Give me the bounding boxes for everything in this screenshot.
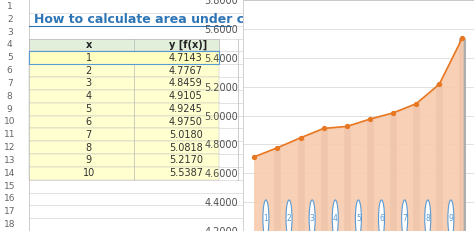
- Circle shape: [448, 200, 454, 231]
- Text: 7: 7: [7, 79, 13, 88]
- Text: 10: 10: [4, 117, 16, 126]
- Text: 8: 8: [425, 214, 430, 223]
- Text: 4.7143: 4.7143: [169, 53, 202, 63]
- Bar: [29, 154, 219, 167]
- Text: 2: 2: [7, 15, 12, 24]
- Text: 4: 4: [85, 91, 91, 101]
- Circle shape: [263, 200, 269, 231]
- Text: 6: 6: [85, 117, 91, 127]
- Text: 8: 8: [85, 143, 91, 153]
- Text: 4: 4: [333, 214, 337, 223]
- Circle shape: [425, 200, 431, 231]
- Bar: [29, 77, 219, 90]
- Text: 14: 14: [4, 169, 15, 178]
- Bar: [29, 116, 219, 128]
- Text: 4.8459: 4.8459: [169, 78, 202, 88]
- Text: 4.7767: 4.7767: [169, 66, 203, 76]
- Text: 3: 3: [85, 78, 91, 88]
- Text: 12: 12: [4, 143, 15, 152]
- Text: 4: 4: [7, 40, 12, 49]
- Bar: [29, 90, 219, 103]
- Text: 16: 16: [4, 195, 16, 204]
- Text: How to calculate area under curve in Excel: How to calculate area under curve in Exc…: [34, 13, 334, 26]
- Text: 5.0180: 5.0180: [169, 130, 202, 140]
- Bar: [29, 103, 219, 116]
- Bar: [29, 64, 219, 77]
- Text: 5: 5: [7, 53, 13, 62]
- Circle shape: [356, 200, 361, 231]
- Text: 6: 6: [7, 66, 13, 75]
- Bar: [29, 167, 219, 180]
- Text: 5.5387: 5.5387: [169, 168, 203, 178]
- Text: 13: 13: [4, 156, 16, 165]
- Text: 8: 8: [7, 92, 13, 101]
- Text: y [f(x)]: y [f(x)]: [169, 40, 207, 50]
- Text: 1: 1: [264, 214, 268, 223]
- Text: 18: 18: [4, 220, 16, 229]
- Text: 7: 7: [85, 130, 92, 140]
- Text: 4.9105: 4.9105: [169, 91, 202, 101]
- Text: 9: 9: [448, 214, 453, 223]
- Text: 1: 1: [7, 2, 13, 11]
- Text: 9: 9: [85, 155, 91, 165]
- Text: 5: 5: [85, 104, 92, 114]
- Text: 11: 11: [4, 130, 16, 139]
- Bar: [29, 51, 219, 64]
- Text: 4.9750: 4.9750: [169, 117, 203, 127]
- Text: 5: 5: [356, 214, 361, 223]
- Text: 6: 6: [379, 214, 384, 223]
- Text: 3: 3: [310, 214, 315, 223]
- Text: 2: 2: [287, 214, 292, 223]
- Text: 4.9245: 4.9245: [169, 104, 203, 114]
- Bar: [29, 51, 219, 64]
- Circle shape: [309, 200, 315, 231]
- Text: 5.0818: 5.0818: [169, 143, 202, 153]
- Bar: [29, 141, 219, 154]
- Bar: [29, 128, 219, 141]
- Text: 1: 1: [85, 53, 91, 63]
- Bar: [29, 39, 219, 51]
- Text: x: x: [85, 40, 92, 50]
- Circle shape: [379, 200, 384, 231]
- Text: 7: 7: [402, 214, 407, 223]
- Text: 15: 15: [4, 182, 16, 191]
- Circle shape: [332, 200, 338, 231]
- Text: 10: 10: [82, 168, 95, 178]
- Text: 17: 17: [4, 207, 16, 216]
- Circle shape: [401, 200, 408, 231]
- Circle shape: [286, 200, 292, 231]
- Text: 5.2170: 5.2170: [169, 155, 203, 165]
- Text: 3: 3: [7, 27, 13, 36]
- Text: 2: 2: [85, 66, 92, 76]
- Text: 9: 9: [7, 105, 13, 114]
